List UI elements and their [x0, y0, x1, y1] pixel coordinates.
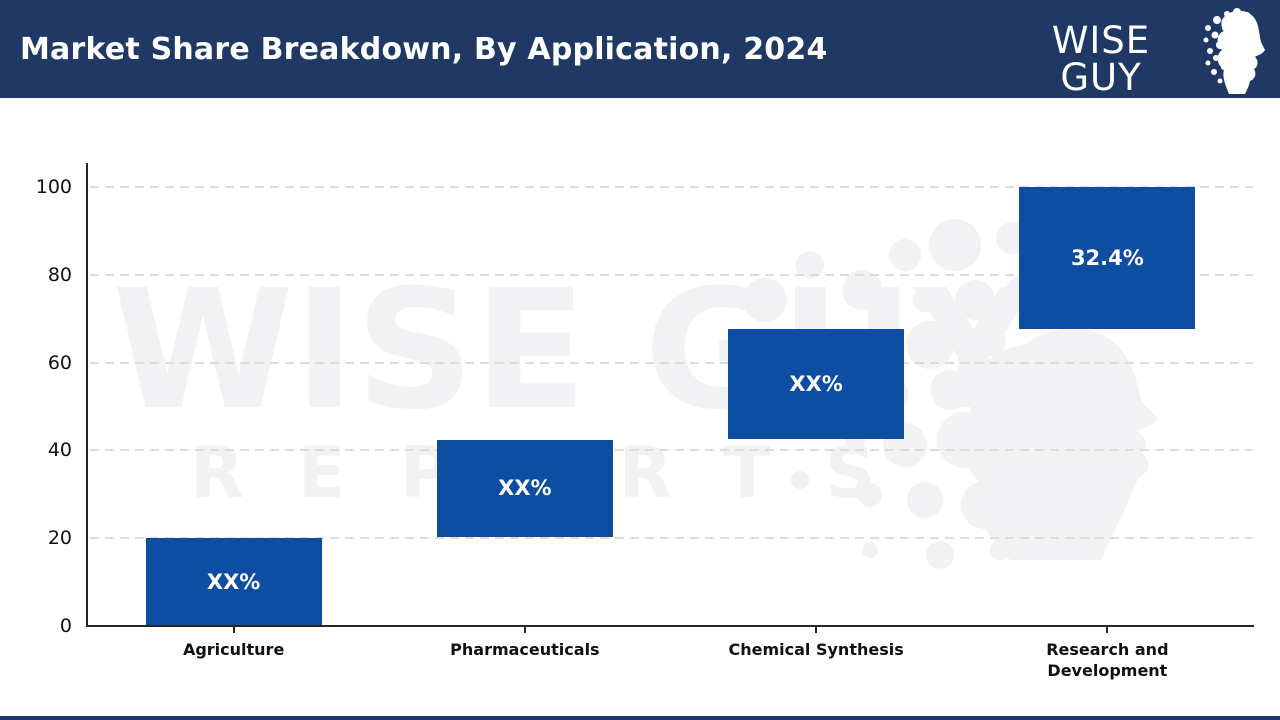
x-axis-line: [86, 625, 1254, 627]
gridline-y-40: [90, 449, 1253, 452]
logo-face-icon: [1203, 8, 1265, 94]
logo-text: WISE GUY REPORTS: [1006, 22, 1196, 116]
bar-chemical-synthesis: XX%: [728, 329, 905, 439]
y-axis-tick-label: 0: [59, 615, 72, 637]
x-axis-tick: [815, 627, 818, 633]
x-axis-tick: [232, 627, 235, 633]
y-axis-tick-label: 80: [47, 263, 72, 286]
logo-wise-guy-text: WISE GUY: [1051, 19, 1151, 99]
gridline-y-80: [90, 273, 1253, 276]
bar-value-label: 32.4%: [1070, 246, 1144, 271]
bar-value-label: XX%: [206, 570, 261, 595]
gridline-y-20: [90, 537, 1253, 540]
y-axis-tick-label: 100: [35, 176, 72, 198]
chart-title: Market Share Breakdown, By Application, …: [20, 31, 828, 67]
gridline-y-100: [90, 186, 1253, 188]
logo-reports-text: REPORTS: [1034, 100, 1176, 116]
bar-value-label: XX%: [789, 372, 843, 397]
wiseguy-logo: WISE GUY REPORTS: [1006, 4, 1266, 116]
x-axis-tick: [1106, 627, 1109, 633]
bar-research-and-development: 32.4%: [1019, 187, 1196, 330]
bar-value-label: XX%: [498, 476, 552, 501]
category-label: Pharmaceuticals: [450, 640, 600, 659]
bar-pharmaceuticals: XX%: [436, 439, 613, 537]
x-axis-tick: [523, 627, 526, 633]
y-axis-tick-label: 40: [47, 439, 72, 462]
category-label: Agriculture: [182, 640, 285, 659]
header-bar: Market Share Breakdown, By Application, …: [0, 0, 1280, 116]
category-label: Chemical Synthesis: [728, 640, 904, 659]
y-axis-tick-label: 60: [47, 351, 72, 374]
footer-bar: [0, 716, 1280, 720]
category-label: Research and Development: [1046, 640, 1169, 681]
gridline-y-60: [90, 361, 1253, 364]
y-axis-tick-label: 20: [47, 527, 72, 550]
y-axis-line: [86, 163, 88, 627]
bar-agriculture: XX%: [145, 538, 322, 626]
